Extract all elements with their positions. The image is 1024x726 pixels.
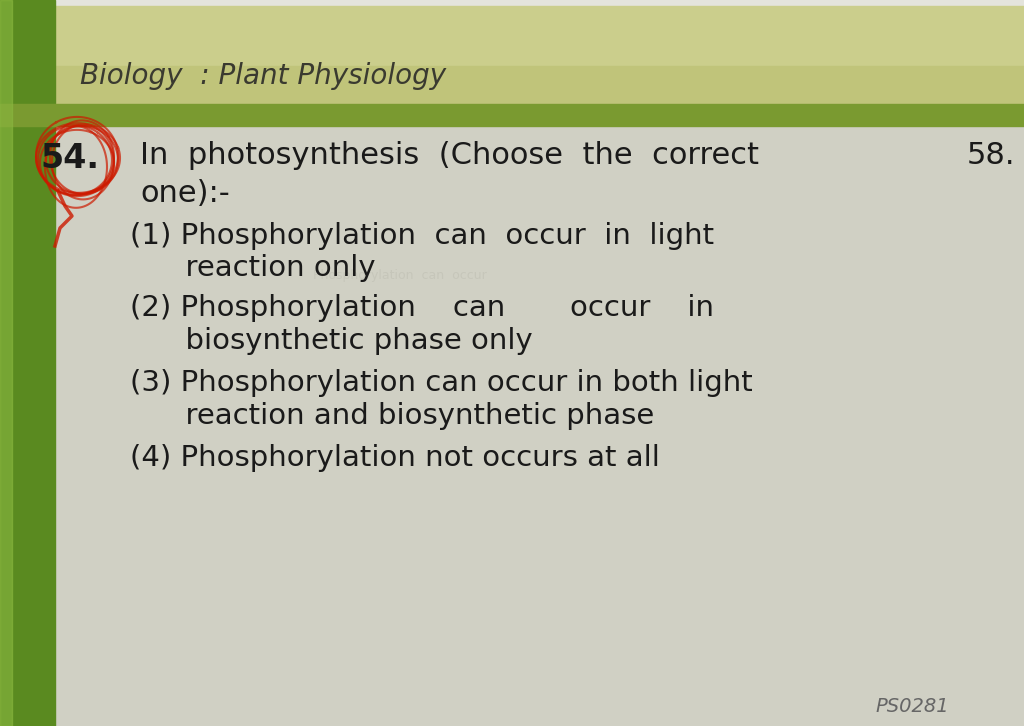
- Bar: [0, 0, 1024, 36]
- Text: 54.: 54.: [41, 142, 99, 174]
- Text: 58.: 58.: [967, 142, 1015, 171]
- Text: Biology  : Plant Physiology: Biology : Plant Physiology: [80, 62, 446, 90]
- Text: one):-: one):-: [140, 179, 229, 208]
- Text: reaction and biosynthetic phase: reaction and biosynthetic phase: [130, 402, 654, 430]
- Bar: [0, 66, 1024, 116]
- Text: (3) Phosphorylation can occur in both light: (3) Phosphorylation can occur in both li…: [130, 369, 753, 397]
- Bar: [0, 0, 12, 726]
- Text: biosynthetic phase only: biosynthetic phase only: [130, 327, 532, 355]
- Text: PS0281: PS0281: [874, 696, 948, 716]
- Bar: [0, 0, 1024, 76]
- Bar: [55, 126, 1024, 726]
- Bar: [0, 0, 55, 726]
- Text: In  photosynthesis  (Choose  the  correct: In photosynthesis (Choose the correct: [140, 142, 759, 171]
- Text: (1) Phosphorylation  can  occur  in  light: (1) Phosphorylation can occur in light: [130, 222, 714, 250]
- Bar: [0, 104, 1024, 126]
- Text: reaction only: reaction only: [130, 254, 376, 282]
- Bar: [0, 6, 1024, 116]
- Text: (2) Phosphorylation    can       occur    in: (2) Phosphorylation can occur in: [130, 294, 714, 322]
- Text: (4) Phosphorylation not occurs at all: (4) Phosphorylation not occurs at all: [130, 444, 659, 472]
- Text: Phosphorylation  can  occur: Phosphorylation can occur: [313, 269, 486, 282]
